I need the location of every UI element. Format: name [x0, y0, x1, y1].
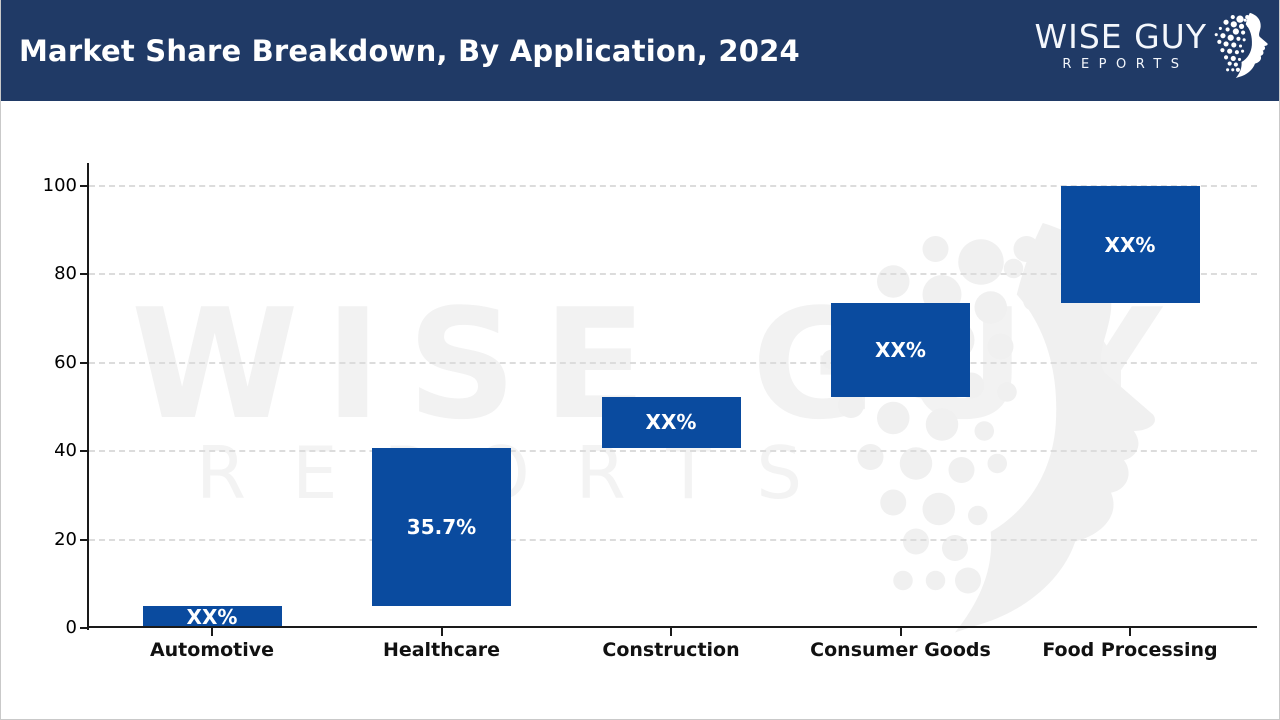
chart-title: Market Share Breakdown, By Application, … — [19, 33, 800, 68]
bar-value-label: 35.7% — [406, 514, 477, 539]
chart-area: WISE GUY REPORTS 0 20 40 60 80 100 XX% 35.7% XX%… — [1, 101, 1279, 719]
x-category-label: Construction — [602, 639, 740, 661]
gridline — [89, 450, 1257, 453]
bar: XX% — [1060, 186, 1200, 304]
x-tick-mark — [899, 628, 902, 636]
x-category-label: Food Processing — [1042, 639, 1218, 661]
bar-value-label: XX% — [1104, 232, 1156, 257]
x-tick-mark — [670, 628, 672, 636]
logo-head-icon — [1209, 4, 1271, 88]
logo-text-reports: REPORTS — [1062, 57, 1189, 72]
x-tick-mark — [440, 628, 443, 636]
bar-value-label: XX% — [186, 604, 238, 629]
wiseguy-logo: WISE GUY REPORTS — [1034, 4, 1271, 88]
x-category-label: Healthcare — [382, 639, 501, 661]
y-tick-label: 100 — [42, 175, 77, 196]
gridline — [89, 361, 1257, 364]
y-tick-label: 60 — [54, 351, 77, 373]
y-tick-mark — [80, 185, 87, 187]
bar: XX% — [601, 396, 741, 449]
gridline — [89, 273, 1257, 276]
x-tick-mark — [211, 628, 213, 636]
bar: 35.7% — [372, 448, 511, 606]
y-tick-label: 40 — [54, 440, 77, 462]
header-bar: Market Share Breakdown, By Application, … — [1, 0, 1279, 101]
gridline — [89, 538, 1257, 541]
y-axis — [87, 163, 89, 630]
y-tick-label: 0 — [65, 617, 77, 638]
y-tick-mark — [80, 627, 87, 629]
y-tick-mark — [80, 361, 87, 364]
x-tick-mark — [1129, 628, 1131, 636]
y-tick-mark — [80, 450, 87, 453]
gridline — [89, 185, 1257, 187]
x-category-label: Automotive — [149, 639, 275, 661]
bar-value-label: XX% — [875, 337, 926, 362]
bar: XX% — [142, 604, 282, 629]
y-tick-label: 80 — [54, 263, 77, 285]
y-tick-mark — [80, 538, 87, 541]
y-tick-mark — [80, 273, 87, 276]
logo-text-wiseguy: WISE GUY — [1034, 17, 1207, 56]
logo-wordmark: WISE GUY REPORTS — [1034, 17, 1207, 73]
bar-value-label: XX% — [645, 410, 697, 435]
bar: XX% — [831, 303, 970, 397]
x-category-label: Consumer Goods — [810, 639, 991, 661]
plot-region: 0 20 40 60 80 100 XX% 35.7% XX% XX% XX% Automotive H… — [1, 101, 1279, 719]
y-tick-label: 20 — [54, 528, 77, 550]
x-axis — [87, 626, 1257, 628]
